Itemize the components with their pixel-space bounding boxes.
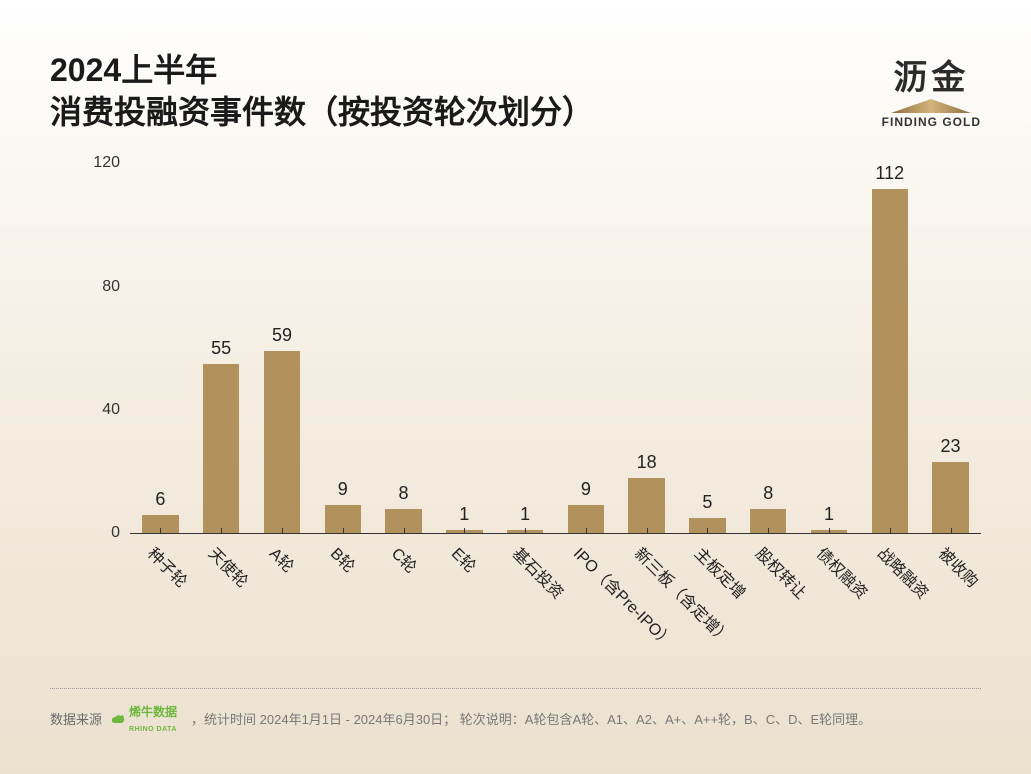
source-logo: 烯牛数据 RHINO DATA [110,703,177,734]
logo-text: 沥金 [882,50,981,99]
bar-group: 59 [252,163,313,533]
source-logo-sub: RHINO DATA [129,726,177,733]
bar-group: 8 [738,163,799,533]
x-axis-label: E轮 [447,541,483,577]
x-label-cell: 新三板（含定增） [616,533,677,643]
title-line1: 2024上半年 [50,50,594,92]
bar [264,351,300,533]
x-label-cell: 战略融资 [859,533,920,643]
bar-group: 6 [130,163,191,533]
bar-value-label: 9 [338,479,348,500]
logo-subtitle: FINDING GOLD [882,115,981,129]
x-axis-label: C轮 [387,541,423,577]
bar-value-label: 5 [702,492,712,513]
footer: 数据来源 烯牛数据 RHINO DATA ，统计时间 2024年1月1日 - 2… [50,688,981,734]
bar [932,462,968,533]
x-label-cell: C轮 [373,533,434,643]
bar [628,478,664,534]
x-label-cell: 种子轮 [130,533,191,643]
bar-group: 55 [191,163,252,533]
bar-group: 5 [677,163,738,533]
bar-group: 1 [495,163,556,533]
x-axis-label: 天使轮 [204,541,255,592]
bar-group: 8 [373,163,434,533]
x-label-cell: 债权融资 [799,533,860,643]
bar-value-label: 8 [399,483,409,504]
axis-baseline [130,533,981,534]
plot-area: 6 55 59 9 8 1 1 9 18 5 8 1 112 23 [130,163,981,533]
footer-note: ，统计时间 2024年1月1日 - 2024年6月30日； 轮次说明：A轮包含A… [191,709,871,728]
bar-group: 1 [434,163,495,533]
bar-group: 9 [312,163,373,533]
y-tick: 80 [102,278,120,296]
logo-triangle-icon [882,99,981,113]
bar-group: 18 [616,163,677,533]
bar-value-label: 1 [824,504,834,525]
x-label-cell: 天使轮 [191,533,252,643]
bar-value-label: 59 [272,325,292,346]
x-axis-label: 被收购 [934,541,985,592]
bar-value-label: 55 [211,338,231,359]
bar-group: 9 [555,163,616,533]
bar-chart: 04080120 65559981191858111223 种子轮天使轮A轮B轮… [70,163,981,643]
bar-group: 1 [799,163,860,533]
bar-value-label: 112 [875,163,904,184]
bar-group: 23 [920,163,981,533]
y-tick: 40 [102,401,120,419]
bar-value-label: 23 [941,436,961,457]
y-axis: 04080120 [70,163,130,533]
x-label-cell: B轮 [312,533,373,643]
bar-value-label: 8 [763,483,773,504]
x-label-cell: 股权转让 [738,533,799,643]
x-axis-labels: 种子轮天使轮 A轮 B轮 C轮 E轮基石投资IPO（含Pre-IPO）新三板（含定增）主… [130,533,981,643]
brand-logo: 沥金 FINDING GOLD [882,50,981,129]
x-axis-label: B轮 [326,541,362,577]
bar-group: 112 [859,163,920,533]
x-label-cell: A轮 [252,533,313,643]
x-label-cell: 被收购 [920,533,981,643]
x-axis-label: 种子轮 [143,541,194,592]
source-logo-text: 烯牛数据 [129,705,177,719]
bar [203,364,239,534]
bar-value-label: 18 [637,452,657,473]
bar-value-label: 1 [520,504,530,525]
y-tick: 0 [111,524,120,542]
title-block: 2024上半年 消费投融资事件数（按投资轮次划分） [50,50,594,133]
source-label: 数据来源 [50,709,102,728]
title-line2: 消费投融资事件数（按投资轮次划分） [50,92,594,134]
x-label-cell: IPO（含Pre-IPO） [555,533,616,643]
chart-container: 2024上半年 消费投融资事件数（按投资轮次划分） 沥金 FINDING GOL… [0,0,1031,774]
header: 2024上半年 消费投融资事件数（按投资轮次划分） 沥金 FINDING GOL… [50,50,981,133]
bar-value-label: 6 [155,489,165,510]
bar-value-label: 1 [459,504,469,525]
x-label-cell: E轮 [434,533,495,643]
y-tick: 120 [93,154,120,172]
x-axis-label: A轮 [265,541,301,577]
bar-value-label: 9 [581,479,591,500]
rhino-icon [110,712,126,726]
x-label-cell: 主板定增 [677,533,738,643]
x-label-cell: 基石投资 [495,533,556,643]
bar [872,189,908,533]
